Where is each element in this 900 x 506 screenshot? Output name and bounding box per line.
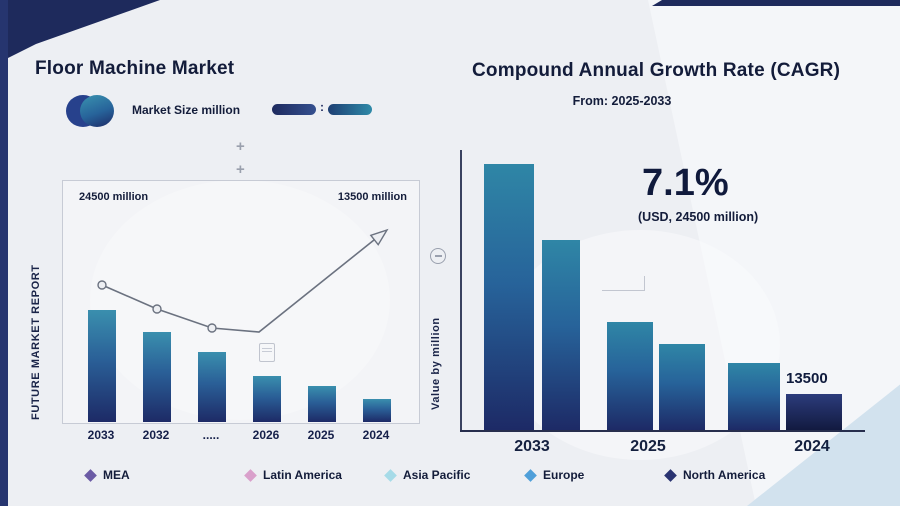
left-edge-accent bbox=[0, 0, 8, 506]
left-chart-annotation-13500: 13500 million bbox=[337, 191, 407, 203]
legend-diamond-icon bbox=[84, 468, 97, 482]
plus-decoration-2: + bbox=[236, 161, 245, 178]
legend-diamond-icon bbox=[384, 468, 397, 482]
market-size-legend-label: Market Size million bbox=[132, 103, 241, 117]
left-x-label-2024: 2024 bbox=[362, 428, 390, 442]
legend-diamond-icon bbox=[524, 468, 537, 482]
left-bar-2032 bbox=[143, 332, 171, 422]
market-size-icon bbox=[66, 94, 126, 128]
step-line-decoration bbox=[602, 276, 645, 291]
ratio-pill-teal bbox=[328, 104, 372, 115]
legend-label: Latin America bbox=[263, 468, 342, 482]
legend-diamond-icon bbox=[244, 468, 257, 482]
legend-item-europe: Europe bbox=[524, 468, 585, 482]
left-x-label-2032: 2032 bbox=[142, 428, 170, 442]
left-x-label-2025: 2025 bbox=[307, 428, 335, 442]
left-bar-2024 bbox=[363, 399, 391, 422]
legend-item-mea: MEA bbox=[84, 468, 130, 482]
minus-circle-icon bbox=[430, 248, 446, 264]
right-x-label-2024: 2024 bbox=[794, 438, 830, 455]
left-chart-title: Floor Machine Market bbox=[35, 58, 235, 79]
left-chart-annotation-24500: 24500 million bbox=[79, 191, 149, 203]
legend-label: Europe bbox=[543, 468, 585, 482]
right-x-label-2033: 2033 bbox=[514, 438, 550, 455]
ratio-separator: : bbox=[320, 100, 324, 114]
left-chart-y-axis-label: FUTURE MARKET REPORT bbox=[30, 264, 42, 420]
legend-diamond-icon bbox=[664, 468, 677, 482]
bar-value-13500: 13500 bbox=[786, 370, 828, 387]
left-bar-2025 bbox=[308, 386, 336, 422]
legend-item-latin-america: Latin America bbox=[244, 468, 342, 482]
left-chart-bars bbox=[63, 181, 419, 423]
legend-label: MEA bbox=[103, 468, 130, 482]
corner-accent-top-left bbox=[0, 0, 160, 62]
right-chart-y-axis-label: Value by million bbox=[430, 317, 442, 410]
trend-line-arrow-icon bbox=[97, 228, 389, 333]
coin-front-icon bbox=[80, 95, 114, 127]
ratio-pill-navy bbox=[272, 104, 316, 115]
legend-label: Asia Pacific bbox=[403, 468, 471, 482]
left-x-label-2026: 2026 bbox=[252, 428, 280, 442]
left-chart-x-axis-labels: 2033 2032..... 2026 2025 2024 bbox=[62, 428, 418, 446]
right-chart-baseline bbox=[460, 430, 865, 432]
right-x-label-2025: 2025 bbox=[630, 438, 666, 455]
left-bar-..... bbox=[198, 352, 226, 422]
cagr-value: 7.1% bbox=[642, 162, 729, 204]
legend-item-asia-pacific: Asia Pacific bbox=[384, 468, 471, 482]
plus-decoration-1: + bbox=[236, 138, 245, 155]
cagr-note: (USD, 24500 million) bbox=[638, 210, 759, 224]
left-bar-2026 bbox=[253, 376, 281, 422]
document-icon bbox=[259, 343, 275, 362]
right-chart-subtitle: From: 2025-2033 bbox=[572, 94, 672, 108]
left-x-label-.....: ..... bbox=[202, 428, 220, 442]
left-x-label-2033: 2033 bbox=[87, 428, 115, 442]
left-chart-plot-area: 24500 million 13500 million bbox=[62, 180, 420, 424]
left-bar-2033 bbox=[88, 310, 116, 422]
right-chart-y-axis-line bbox=[460, 150, 462, 431]
right-chart-title: Compound Annual Growth Rate (CAGR) bbox=[472, 60, 841, 81]
legend-item-north-america: North America bbox=[664, 468, 766, 482]
legend-label: North America bbox=[683, 468, 766, 482]
top-right-accent-strip bbox=[652, 0, 900, 6]
